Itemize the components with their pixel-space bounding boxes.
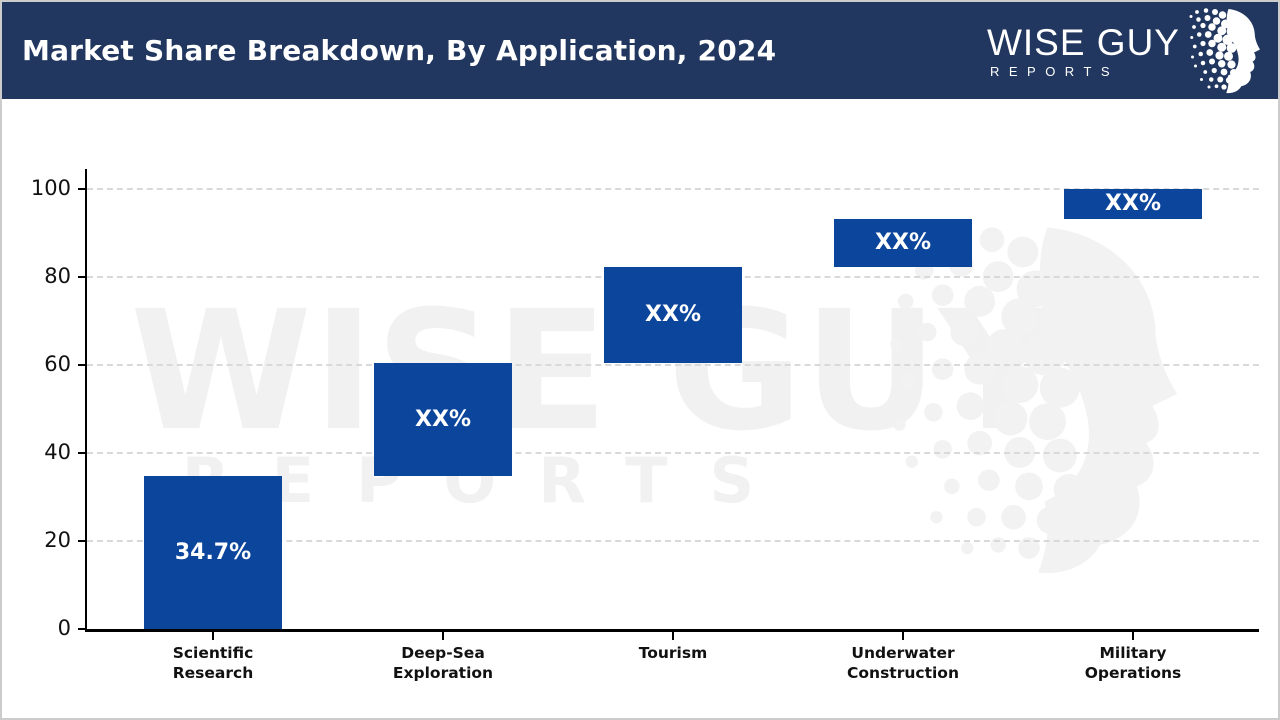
gridline bbox=[87, 364, 1259, 366]
bar-value-label: XX% bbox=[1105, 191, 1161, 217]
logo-wordmark-line1: WISE GUY bbox=[986, 21, 1180, 63]
logo-wordmark: WISE GUY REPORTS bbox=[987, 24, 1180, 78]
x-category-label-line: Research bbox=[172, 664, 254, 682]
x-tick-mark bbox=[672, 632, 674, 640]
y-tick-label: 20 bbox=[44, 528, 71, 552]
chart-title: Market Share Breakdown, By Application, … bbox=[22, 34, 777, 67]
bar-value-label: XX% bbox=[875, 230, 931, 256]
wiseguy-head-icon bbox=[1184, 6, 1264, 96]
x-category-label-line: Scientific bbox=[172, 644, 254, 662]
bar-deep-sea-exploration: XX% bbox=[374, 362, 512, 477]
y-axis-line bbox=[85, 169, 87, 632]
gridline bbox=[87, 540, 1259, 542]
gridline bbox=[87, 188, 1259, 190]
logo-wordmark-line2: REPORTS bbox=[989, 63, 1120, 79]
x-category-label: Military Operations bbox=[1018, 643, 1248, 683]
y-tick-label: 100 bbox=[30, 176, 71, 200]
wiseguy-logo: WISE GUY REPORTS bbox=[987, 6, 1264, 96]
x-category-label: Scientific Research bbox=[98, 643, 328, 683]
y-tick-mark bbox=[78, 540, 87, 542]
x-category-label-line: Construction bbox=[847, 664, 959, 682]
bar-tourism: XX% bbox=[604, 266, 742, 363]
y-tick-mark bbox=[78, 188, 87, 190]
x-tick-mark bbox=[902, 632, 904, 640]
y-tick-mark bbox=[78, 276, 87, 278]
y-tick-mark bbox=[78, 628, 87, 630]
bar-value-label: 34.7% bbox=[174, 540, 252, 566]
x-category-label: Tourism bbox=[558, 643, 788, 663]
y-tick-label: 0 bbox=[57, 616, 71, 640]
bar-scientific-research: 34.7% bbox=[144, 476, 282, 629]
x-category-label-line: Military bbox=[1099, 644, 1167, 662]
x-category-label-line: Underwater bbox=[851, 644, 955, 662]
gridline bbox=[87, 452, 1259, 454]
y-tick-mark bbox=[78, 364, 87, 366]
header-bar: Market Share Breakdown, By Application, … bbox=[2, 2, 1278, 99]
x-category-label-line: Exploration bbox=[392, 664, 494, 682]
y-tick-label: 40 bbox=[44, 440, 71, 464]
x-category-label: Underwater Construction bbox=[788, 643, 1018, 683]
y-tick-label: 80 bbox=[44, 264, 71, 288]
x-category-label-line: Deep-Sea bbox=[401, 644, 485, 662]
bar-military-operations: XX% bbox=[1064, 189, 1202, 219]
y-tick-label: 60 bbox=[44, 352, 71, 376]
bar-underwater-construction: XX% bbox=[834, 218, 972, 267]
x-axis-line bbox=[85, 629, 1259, 632]
x-category-label-line: Operations bbox=[1084, 664, 1182, 682]
x-category-label-line: Tourism bbox=[638, 644, 708, 662]
watermark-head-icon bbox=[864, 215, 1194, 585]
x-tick-mark bbox=[212, 632, 214, 640]
bar-value-label: XX% bbox=[645, 302, 701, 328]
x-tick-mark bbox=[442, 632, 444, 640]
y-tick-mark bbox=[78, 452, 87, 454]
x-category-label: Deep-Sea Exploration bbox=[328, 643, 558, 683]
bar-value-label: XX% bbox=[415, 407, 471, 433]
x-tick-mark bbox=[1132, 632, 1134, 640]
